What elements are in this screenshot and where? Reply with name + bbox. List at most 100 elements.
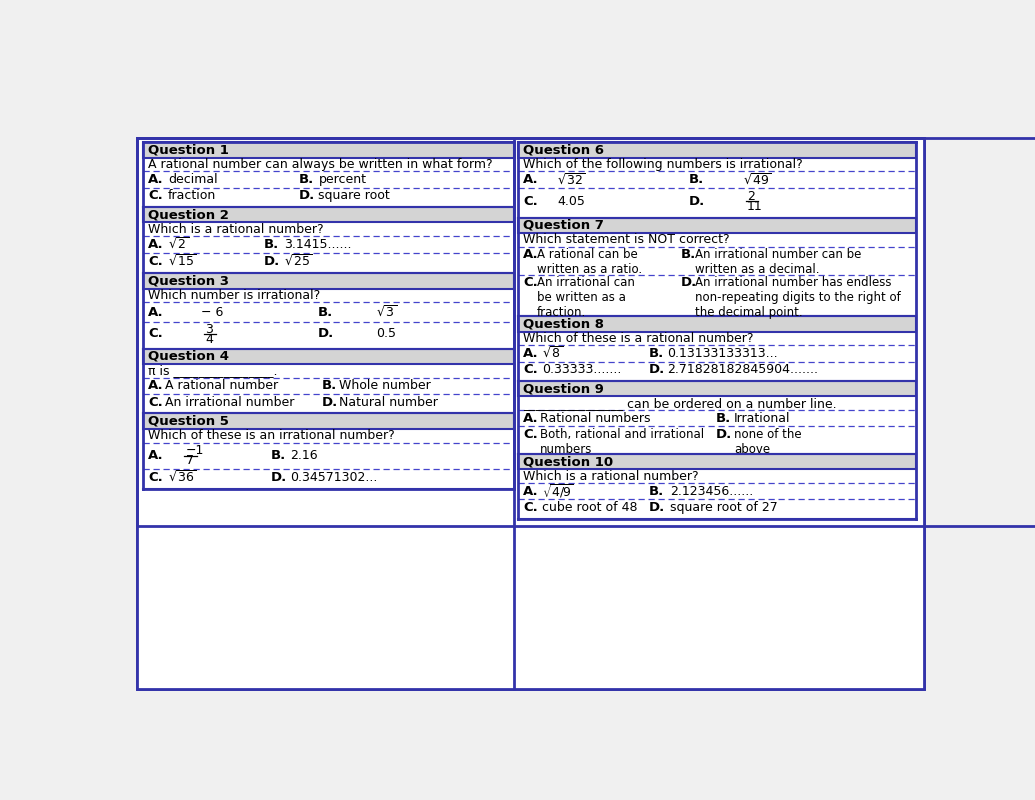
Text: Whole number: Whole number [338, 379, 431, 393]
Text: D.: D. [264, 255, 279, 268]
Bar [143, 142, 513, 158]
Text: Which is a rational number?: Which is a rational number? [523, 470, 699, 483]
Text: 0.33333.......: 0.33333....... [541, 363, 621, 376]
Text: D.: D. [318, 327, 334, 341]
Text: Question 4: Question 4 [148, 350, 229, 362]
Text: Which number is irrational?: Which number is irrational? [148, 289, 320, 302]
Bar [137, 138, 1035, 526]
Text: 4.05: 4.05 [557, 195, 585, 208]
Text: An irrational number: An irrational number [165, 395, 294, 409]
Bar [143, 207, 513, 222]
Bar [143, 273, 513, 289]
Bar [137, 138, 924, 689]
Text: A.: A. [148, 306, 164, 319]
Text: A rational number: A rational number [165, 379, 278, 393]
Text: Question 1: Question 1 [148, 143, 229, 157]
Text: C.: C. [523, 428, 538, 441]
Text: $\sqrt{36}$: $\sqrt{36}$ [168, 470, 197, 485]
Text: Which of these is a rational number?: Which of these is a rational number? [523, 332, 753, 345]
Text: Question 5: Question 5 [148, 414, 229, 427]
Text: B.: B. [649, 485, 663, 498]
Text: 3: 3 [205, 323, 213, 336]
Text: 2.123456......: 2.123456...... [671, 485, 753, 498]
Text: 7: 7 [186, 454, 194, 467]
Text: $\sqrt{25}$: $\sqrt{25}$ [284, 254, 313, 269]
Text: $\sqrt{49}$: $\sqrt{49}$ [743, 172, 772, 187]
Text: B.: B. [271, 449, 287, 462]
Bar [519, 142, 916, 158]
Text: ________________ can be ordered on a number line.: ________________ can be ordered on a num… [523, 397, 836, 410]
Text: D.: D. [271, 470, 288, 484]
Text: B.: B. [716, 412, 732, 425]
Text: square root of 27: square root of 27 [671, 501, 778, 514]
Text: B.: B. [318, 306, 333, 319]
Bar [519, 381, 916, 396]
Text: 0.5: 0.5 [376, 327, 395, 341]
Text: C.: C. [148, 190, 162, 202]
Bar [519, 454, 916, 470]
Text: A.: A. [148, 238, 164, 251]
Text: D.: D. [322, 395, 337, 409]
Text: Which is a rational number?: Which is a rational number? [148, 222, 324, 236]
Text: 2.16: 2.16 [291, 449, 318, 462]
Text: An irrational number can be
written as a decimal.: An irrational number can be written as a… [696, 249, 861, 277]
Text: An irrational can
be written as a
fraction.: An irrational can be written as a fracti… [537, 276, 634, 319]
Text: Both, rational and irrational
numbers: Both, rational and irrational numbers [540, 428, 704, 456]
Text: − 6: − 6 [202, 306, 224, 319]
Text: A.: A. [148, 173, 164, 186]
Text: decimal: decimal [168, 173, 217, 186]
Text: A.: A. [523, 174, 538, 186]
Bar [519, 218, 916, 233]
Text: 0.34571302...: 0.34571302... [291, 470, 378, 484]
Text: A.: A. [523, 249, 538, 262]
Text: A rational number can always be written in what form?: A rational number can always be written … [148, 158, 493, 171]
Text: cube root of 48: cube root of 48 [541, 501, 638, 514]
Text: D.: D. [681, 276, 698, 289]
Text: C.: C. [523, 276, 538, 289]
Text: B.: B. [681, 249, 697, 262]
Text: D.: D. [689, 195, 705, 208]
Text: B.: B. [649, 347, 663, 360]
Text: Question 2: Question 2 [148, 208, 229, 221]
Text: D.: D. [716, 428, 733, 441]
Text: $\sqrt{32}$: $\sqrt{32}$ [557, 172, 586, 187]
Text: $\sqrt{3}$: $\sqrt{3}$ [376, 305, 396, 320]
Text: Question 10: Question 10 [523, 455, 613, 468]
Text: C.: C. [148, 470, 162, 484]
Text: An irrational number has endless
non-repeating digits to the right of
the decima: An irrational number has endless non-rep… [696, 276, 900, 319]
Text: Question 6: Question 6 [523, 143, 604, 157]
Bar [137, 138, 924, 689]
Text: C.: C. [523, 363, 538, 376]
Text: Natural number: Natural number [338, 395, 438, 409]
Text: A.: A. [148, 449, 164, 462]
Bar [519, 316, 916, 332]
Text: D.: D. [298, 190, 315, 202]
Text: D.: D. [649, 363, 664, 376]
Text: $\sqrt{8}$: $\sqrt{8}$ [541, 346, 563, 361]
Text: 11: 11 [747, 200, 763, 214]
Text: fraction: fraction [168, 190, 216, 202]
Text: Which statement is NOT correct?: Which statement is NOT correct? [523, 234, 730, 246]
Text: $\sqrt{15}$: $\sqrt{15}$ [168, 254, 197, 269]
Text: D.: D. [649, 501, 664, 514]
Text: A.: A. [523, 347, 538, 360]
Bar [143, 414, 513, 429]
Text: B.: B. [322, 379, 336, 393]
Text: Irrational: Irrational [734, 412, 791, 425]
Bar [143, 349, 513, 364]
Text: 2.71828182845904.......: 2.71828182845904....... [668, 363, 819, 376]
Text: $\sqrt{4/9}$: $\sqrt{4/9}$ [541, 482, 573, 500]
Text: A.: A. [523, 412, 538, 425]
Text: C.: C. [523, 195, 538, 208]
Text: C.: C. [148, 395, 162, 409]
Text: Question 7: Question 7 [523, 219, 604, 232]
Text: percent: percent [319, 173, 366, 186]
Text: B.: B. [689, 174, 704, 186]
Text: Which of the following numbers is irrational?: Which of the following numbers is irrati… [523, 158, 803, 171]
Text: Rational numbers: Rational numbers [540, 412, 651, 425]
Text: π is ________________.: π is ________________. [148, 364, 277, 378]
Text: 3.1415......: 3.1415...... [284, 238, 351, 251]
Text: C.: C. [148, 327, 162, 341]
Text: Question 8: Question 8 [523, 318, 604, 330]
Text: Question 9: Question 9 [523, 382, 604, 395]
